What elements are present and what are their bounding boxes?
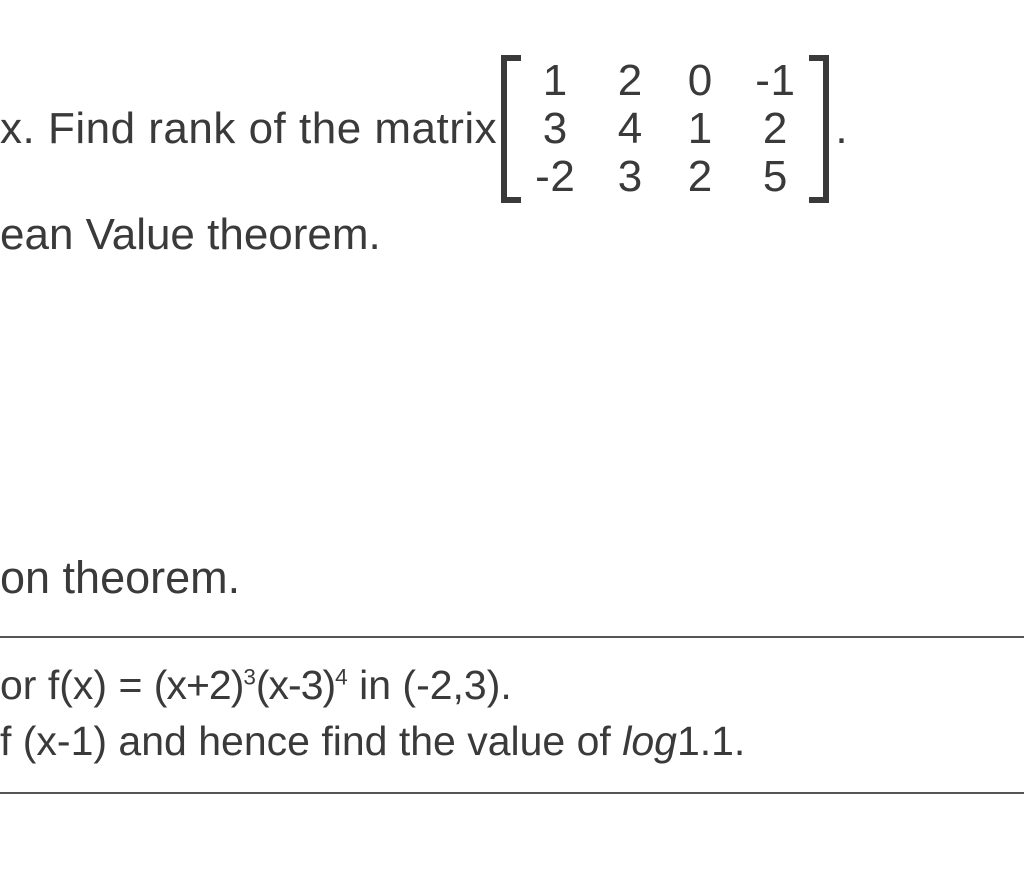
m-1-3: 2 bbox=[755, 107, 795, 151]
m-2-0: -2 bbox=[535, 155, 575, 199]
m-2-3: 5 bbox=[755, 155, 795, 199]
rank-prefix: x. Find rank of the matrix bbox=[0, 104, 497, 154]
fx-exp2: 4 bbox=[335, 664, 348, 689]
box-b-italic: log bbox=[622, 718, 677, 764]
fx-base1: (x+2) bbox=[154, 662, 244, 708]
mean-value-line: ean Value theorem. bbox=[0, 210, 381, 260]
fx-lhs: f(x) = bbox=[48, 662, 154, 708]
matrix-grid: 1 2 0 -1 3 4 1 2 -2 3 2 5 bbox=[521, 55, 809, 203]
question-rank: x. Find rank of the matrix 1 2 0 -1 3 4 … bbox=[0, 55, 848, 203]
m-0-0: 1 bbox=[535, 59, 575, 103]
page: x. Find rank of the matrix 1 2 0 -1 3 4 … bbox=[0, 0, 1024, 880]
bracket-right bbox=[809, 55, 829, 203]
divider-top bbox=[0, 636, 1024, 638]
m-2-2: 2 bbox=[685, 155, 715, 199]
on-theorem-line: on theorem. bbox=[0, 552, 240, 604]
m-1-1: 4 bbox=[615, 107, 645, 151]
m-0-1: 2 bbox=[615, 59, 645, 103]
box-b-leader: f (x-1) and hence find the value of bbox=[0, 718, 622, 764]
box-line-b: f (x-1) and hence find the value of log1… bbox=[0, 718, 745, 765]
matrix: 1 2 0 -1 3 4 1 2 -2 3 2 5 bbox=[501, 55, 829, 203]
bracket-left bbox=[501, 55, 521, 203]
box-line-a: or f(x) = (x+2)3(x-3)4 in (-2,3). bbox=[0, 662, 512, 709]
rank-suffix: . bbox=[835, 104, 848, 154]
box-a-leader: or bbox=[0, 662, 48, 708]
fx-exp1: 3 bbox=[243, 664, 256, 689]
m-2-1: 3 bbox=[615, 155, 645, 199]
divider-bottom bbox=[0, 792, 1024, 794]
fx-tail: in (-2,3). bbox=[348, 662, 512, 708]
m-1-2: 1 bbox=[685, 107, 715, 151]
box-b-tail: 1.1. bbox=[677, 718, 745, 764]
fx-base2: (x-3) bbox=[256, 662, 335, 708]
m-0-3: -1 bbox=[755, 59, 795, 103]
m-0-2: 0 bbox=[685, 59, 715, 103]
m-1-0: 3 bbox=[535, 107, 575, 151]
